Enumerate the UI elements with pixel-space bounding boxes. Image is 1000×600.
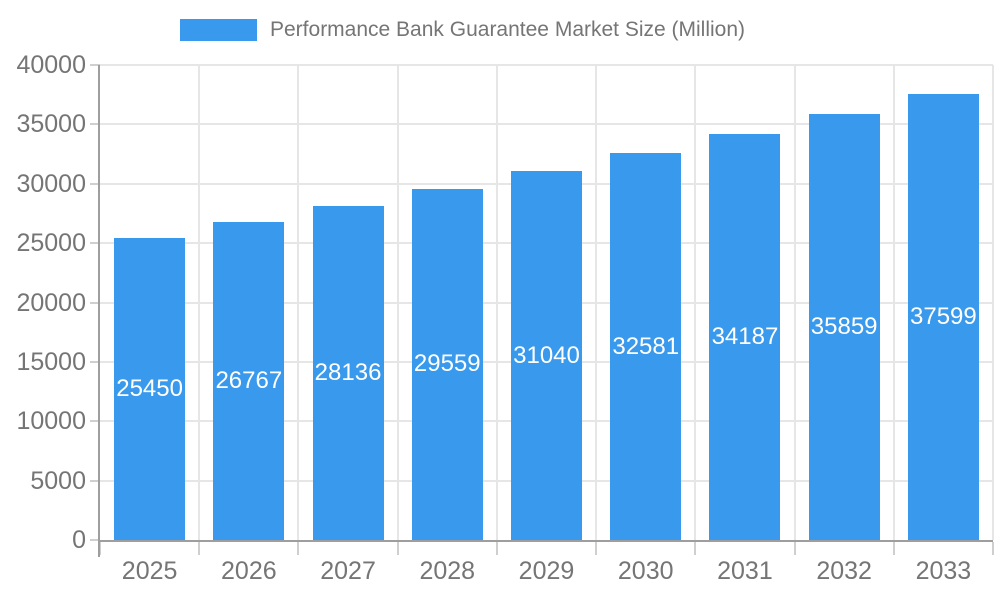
- bar-value-label: 34187: [711, 323, 779, 350]
- chart-legend: Performance Bank Guarantee Market Size (…: [180, 18, 746, 41]
- x-axis-label: 2029: [518, 557, 575, 585]
- legend-swatch: [180, 19, 257, 41]
- x-axis-tick: [694, 542, 697, 555]
- bar: [411, 188, 483, 540]
- x-axis-label: 2030: [617, 557, 674, 585]
- x-axis-tick: [198, 542, 201, 555]
- y-axis-label: 20000: [16, 288, 86, 317]
- y-axis-label: 35000: [16, 110, 86, 139]
- x-axis-tick: [396, 542, 399, 555]
- bar: [312, 205, 384, 540]
- x-axis-label: 2026: [221, 557, 277, 585]
- y-axis-label: 5000: [30, 466, 86, 495]
- y-axis-line: [98, 65, 100, 557]
- x-axis-tick: [992, 542, 994, 555]
- chart-title: Performance Bank Guarantee Market Size (…: [270, 18, 746, 41]
- bar: [213, 222, 285, 540]
- bar: [907, 93, 979, 540]
- x-axis-label: 2025: [121, 557, 178, 585]
- bar-value-label: 25450: [116, 374, 183, 402]
- bar-value-label: 35859: [810, 313, 878, 341]
- y-axis-label: 10000: [16, 407, 86, 436]
- gridline-vertical: [297, 65, 300, 540]
- y-axis-tick: [90, 123, 100, 126]
- y-axis-tick: [90, 420, 100, 423]
- gridline-vertical: [198, 65, 201, 540]
- x-axis-tick: [793, 542, 796, 555]
- bar-value-label: 28136: [314, 358, 382, 386]
- x-axis-label: 2031: [717, 557, 773, 585]
- x-axis-tick: [297, 542, 300, 555]
- x-axis-label: 2028: [419, 557, 476, 585]
- y-axis-label: 0: [72, 526, 86, 554]
- y-axis-label: 40000: [16, 51, 86, 79]
- y-axis-label: 15000: [16, 347, 86, 376]
- bar: [511, 171, 582, 540]
- gridline-horizontal: [100, 123, 993, 126]
- x-axis-label: 2033: [915, 557, 972, 585]
- bar: [114, 237, 186, 540]
- bar: [610, 153, 682, 540]
- y-axis-tick: [90, 479, 100, 482]
- y-axis-tick: [90, 360, 100, 363]
- y-axis-tick: [90, 539, 100, 541]
- bar-value-label: 26767: [215, 367, 283, 395]
- gridline-vertical: [595, 65, 598, 540]
- y-axis-tick: [90, 301, 100, 304]
- gridline-vertical: [793, 65, 796, 540]
- bar: [709, 134, 781, 540]
- gridline-vertical: [992, 65, 994, 540]
- y-axis-label: 25000: [16, 229, 86, 258]
- bar: [808, 114, 880, 540]
- y-axis-tick: [90, 182, 100, 185]
- bar-value-label: 32581: [612, 332, 680, 360]
- gridline-vertical: [495, 65, 498, 540]
- bar-value-label: 29559: [413, 350, 481, 378]
- x-axis-line: [98, 540, 993, 542]
- y-axis-label: 30000: [16, 169, 86, 198]
- gridline-horizontal: [100, 64, 993, 66]
- x-axis-tick: [99, 542, 101, 555]
- bar-value-label: 31040: [513, 341, 580, 369]
- x-axis-label: 2027: [320, 557, 376, 585]
- x-axis-tick: [495, 542, 498, 555]
- gridline-vertical: [694, 65, 697, 540]
- gridline-vertical: [892, 65, 895, 540]
- y-axis-tick: [90, 242, 100, 245]
- y-axis-tick: [90, 64, 100, 66]
- bar-value-label: 37599: [910, 302, 977, 330]
- gridline-vertical: [396, 65, 399, 540]
- x-axis-label: 2032: [816, 557, 872, 585]
- x-axis-tick: [892, 542, 895, 555]
- x-axis-tick: [595, 542, 598, 555]
